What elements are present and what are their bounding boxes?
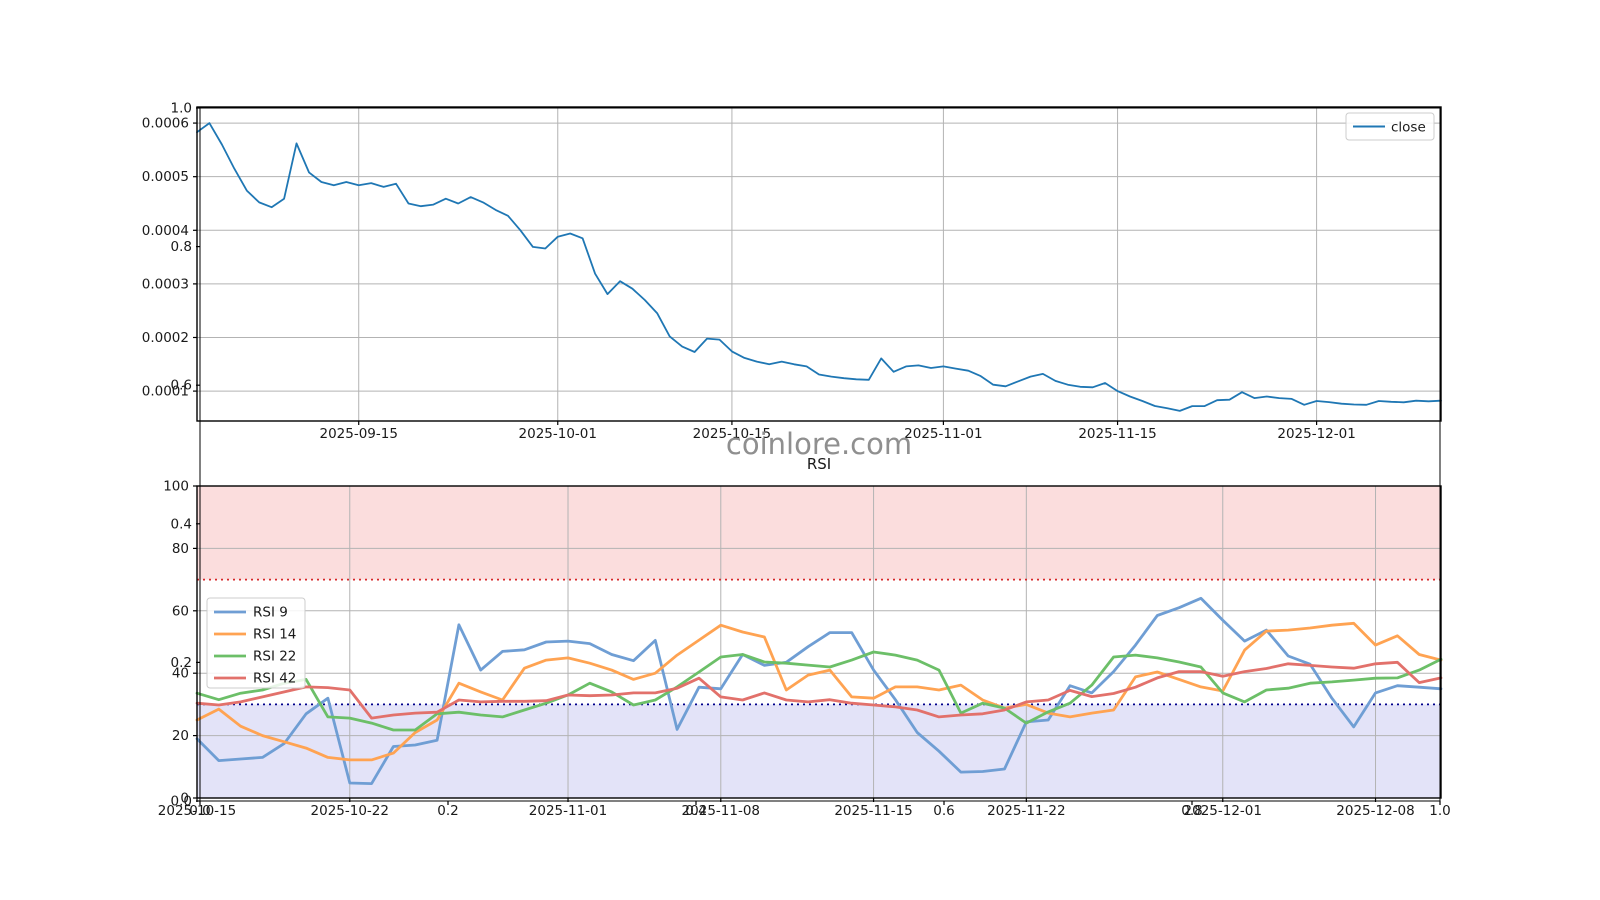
overlay-y-tick-label: 0.6 [171,378,192,394]
overlay-x-tick-label: 0.4 [685,803,706,819]
overlay-y-tick-label: 0.2 [171,655,192,671]
rsi-14-line [195,621,1443,762]
price-x-tick-label: 2025-12-01 [1277,426,1355,442]
rsi-22-line [195,650,1443,732]
rsi-x-tick-label: 2025-11-22 [987,803,1065,819]
rsi-x-tick-label: 2025-11-15 [834,803,912,819]
rsi-y-tick-label: 60 [172,603,189,619]
watermark: coinlore.com [725,427,913,461]
overlay-y-tick-label: 0.4 [171,516,192,532]
rsi-9-line [195,596,1443,785]
rsi-legend-label: RSI 9 [253,605,288,621]
rsi-x-tick-label: 2025-12-08 [1336,803,1414,819]
rsi-y-tick-label: 40 [172,666,189,682]
rsi-legend-label: RSI 14 [253,627,296,643]
rsi-axes-box [196,485,1442,799]
price-x-tick-label: 2025-10-15 [693,426,771,442]
close-legend-label: close [1391,120,1426,136]
overlay-x-tick-label: 0.0 [189,803,210,819]
rsi-y-tick-label: 80 [172,541,189,557]
price-y-tick-label: 0.0004 [142,223,189,239]
rsi-42-line [195,660,1443,720]
price-x-tick-label: 2025-09-15 [319,426,397,442]
overlay-y-tick-label: 0.0 [171,794,192,810]
overlay-x-tick-label: 0.6 [933,803,954,819]
rsi-panel-title: RSI [806,455,832,473]
overlay-x-tick-label: 0.2 [437,803,458,819]
rsi-x-tick-label: 2025-10-22 [311,803,389,819]
rsi-x-tick-label: 2025-12-01 [1184,803,1262,819]
price-x-tick-label: 2025-11-01 [904,426,982,442]
rsi-x-tick-label: 2025-10-15 [158,803,236,819]
overlay-axes-box [199,107,1441,802]
rsi-y-tick-label: 0 [180,791,189,807]
close-line [196,122,1442,412]
overlay-x-tick-label: 1.0 [1429,803,1450,819]
price-x-tick-label: 2025-10-01 [519,426,597,442]
overlay-x-tick-label: 0.8 [1181,803,1202,819]
price-y-tick-label: 0.0003 [142,276,189,292]
rsi-legend-box [206,597,306,689]
rsi-legend-label: RSI 22 [253,649,296,665]
price-y-tick-label: 0.0005 [142,169,189,185]
price-y-tick-label: 0.0002 [142,330,189,346]
rsi-legend-label: RSI 42 [253,671,296,687]
price-legend-box [1345,112,1435,141]
rsi-y-tick-label: 100 [163,479,189,495]
price-y-tick-label: 0.0001 [142,384,189,400]
rsi-x-tick-label: 2025-11-08 [682,803,760,819]
overlay-y-tick-label: 0.8 [171,239,192,255]
oversold-band [197,704,1441,798]
rsi-x-tick-label: 2025-11-01 [529,803,607,819]
overbought-band [197,486,1441,580]
price-x-tick-label: 2025-11-15 [1078,426,1156,442]
price-y-tick-label: 0.0006 [142,116,189,132]
price-axes-box [196,106,1442,422]
overlay-y-tick-label: 1.0 [171,101,192,117]
rsi-y-tick-label: 20 [172,728,189,744]
